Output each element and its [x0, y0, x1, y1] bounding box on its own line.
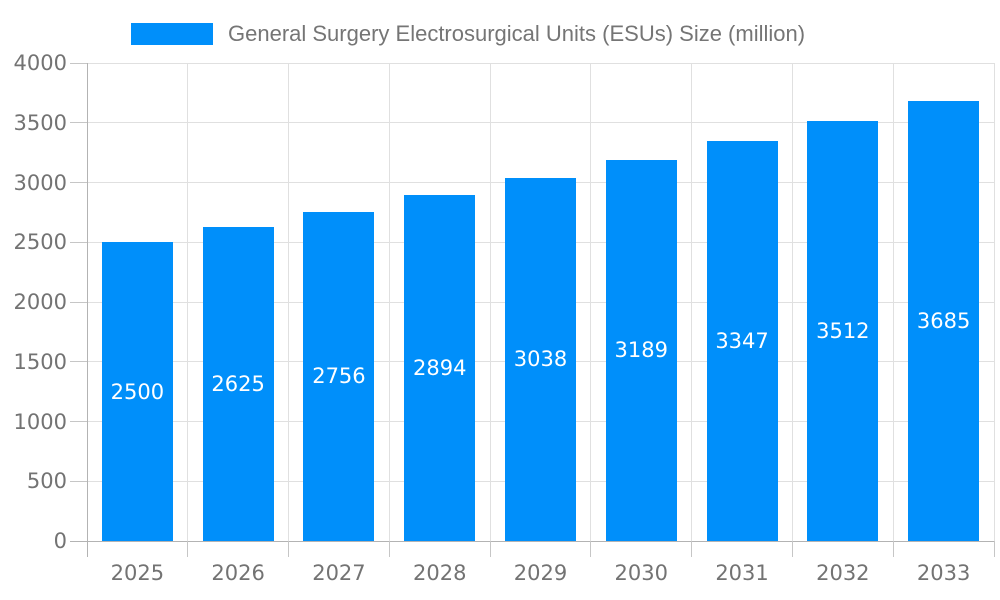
x-axis-label: 2030 [614, 561, 668, 585]
y-axis-tick [70, 122, 87, 124]
bar-value-label: 2500 [110, 379, 165, 404]
gridline-v [388, 63, 390, 541]
bar-value-label: 2894 [412, 356, 467, 381]
y-axis-label: 500 [26, 469, 67, 494]
x-axis-label: 2032 [816, 561, 870, 585]
legend: General Surgery Electrosurgical Units (E… [131, 21, 805, 47]
gridline-v [993, 63, 995, 541]
x-axis-label: 2025 [110, 561, 165, 585]
y-axis-label: 3000 [13, 170, 67, 195]
bar[interactable] [404, 195, 476, 541]
gridline-v [791, 63, 793, 541]
y-axis-label: 1500 [13, 349, 67, 374]
legend-label: General Surgery Electrosurgical Units (E… [228, 21, 806, 46]
bar[interactable] [706, 141, 778, 541]
gridline-v [892, 63, 894, 541]
y-axis-tick [70, 361, 87, 363]
bar-value-label: 3038 [513, 347, 568, 372]
x-axis-label: 2026 [211, 561, 265, 585]
gridline-h [87, 122, 994, 124]
y-axis-tick [70, 480, 87, 482]
x-axis-label: 2031 [715, 561, 769, 585]
bar[interactable] [807, 121, 879, 541]
x-axis-label: 2033 [916, 561, 971, 585]
gridline-v [187, 63, 189, 541]
gridline-v [590, 63, 592, 541]
bar-value-label: 2625 [211, 372, 265, 397]
bar-value-label: 3189 [614, 338, 668, 363]
gridline-v [691, 63, 693, 541]
x-axis-tick [489, 541, 491, 557]
x-axis-tick [892, 541, 894, 557]
y-axis-tick [70, 540, 87, 542]
bar-value-label: 3685 [916, 308, 971, 333]
bar[interactable] [505, 177, 576, 541]
y-axis-tick [70, 301, 87, 303]
legend-swatch-icon [131, 23, 213, 45]
bar[interactable] [908, 100, 980, 541]
gridline-v [288, 63, 290, 541]
x-axis-tick [691, 541, 693, 557]
bar-value-label: 3512 [816, 319, 870, 344]
x-axis-tick [187, 541, 189, 557]
y-axis-tick [70, 182, 87, 183]
bar[interactable] [202, 227, 274, 541]
y-axis-tick [70, 62, 87, 64]
x-axis-label: 2027 [312, 561, 366, 585]
y-axis-label: 2000 [13, 290, 67, 314]
x-axis-tick [791, 541, 793, 557]
bar-value-label: 2756 [312, 364, 366, 389]
baseline [87, 540, 994, 542]
gridline-v [489, 63, 491, 541]
bar[interactable] [303, 211, 375, 541]
bar[interactable] [605, 159, 677, 541]
x-axis-label: 2028 [412, 561, 467, 585]
bar-value-label: 3347 [715, 329, 769, 354]
y-axis-label: 3500 [13, 110, 67, 135]
y-axis-tick [70, 421, 87, 422]
y-axis-tick [70, 241, 87, 243]
y-axis-label: 4000 [13, 51, 67, 75]
y-axis-label: 0 [53, 529, 67, 553]
x-axis-tick [388, 541, 390, 557]
y-axis-label: 1000 [13, 409, 67, 434]
y-axis-line [86, 63, 88, 557]
x-axis-tick [590, 541, 592, 557]
bar[interactable] [101, 242, 173, 541]
x-axis-label: 2029 [513, 561, 568, 585]
x-axis-tick [288, 541, 290, 557]
y-axis-label: 2500 [13, 230, 67, 255]
gridline-h [87, 62, 994, 64]
x-axis-tick [993, 541, 995, 557]
